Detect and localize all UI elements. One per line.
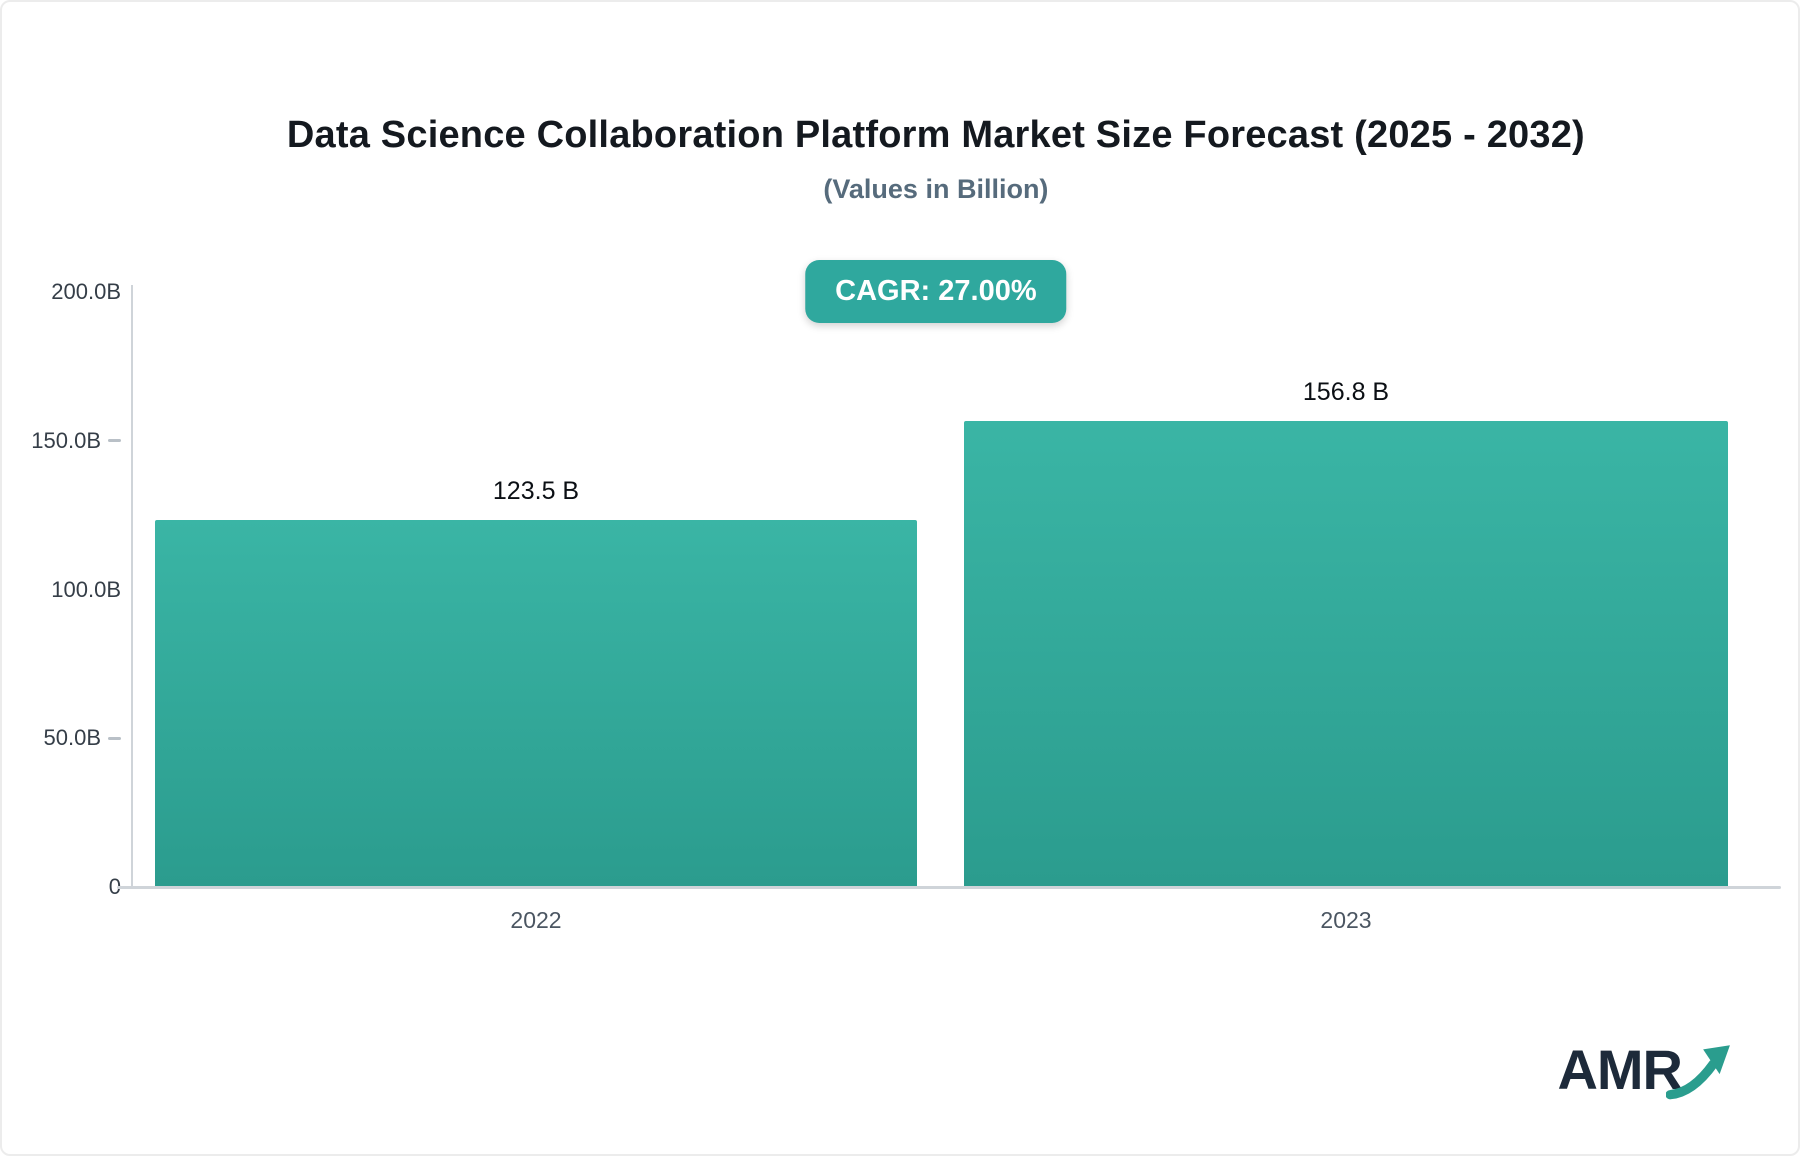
y-tick-label: 200.0B (51, 279, 121, 304)
y-tick-label: 100.0B (51, 576, 121, 602)
bar-2023 (964, 420, 1728, 887)
bar-value-label-2023: 156.8 B (1302, 377, 1390, 406)
chart-subtitle: (Values in Billion) (823, 174, 1049, 204)
y-tick-100: 100.0B (2, 577, 131, 603)
y-axis: 200.0B 150.0B 100.0B 50.0B 0 (2, 279, 131, 899)
y-tick-label: 150.0B (31, 427, 101, 453)
growth-arrow-icon (1666, 1044, 1730, 1099)
amr-logo: AMR (1557, 1037, 1732, 1102)
plot-area: 123.5 B 156.8 B (117, 292, 1781, 889)
tick-mark (108, 439, 121, 443)
y-tick-50: 50.0B (2, 725, 131, 751)
x-axis-label-2022: 2022 (510, 907, 562, 933)
bar-group-2022: 123.5 B (155, 292, 917, 887)
y-axis-line (131, 285, 133, 887)
y-tick-150: 150.0B (2, 428, 131, 454)
x-axis-line (117, 886, 1781, 889)
x-axis-label-2023: 2023 (1320, 907, 1372, 933)
amr-logo-text: AMR (1557, 1038, 1683, 1101)
cagr-badge: CAGR: 27.00% (805, 260, 1067, 323)
y-tick-label: 50.0B (43, 725, 102, 751)
chart-title: Data Science Collaboration Platform Mark… (286, 114, 1585, 156)
bar-value-label-2022: 123.5 B (492, 476, 580, 505)
y-tick-label: 0 (108, 874, 121, 899)
tick-mark (108, 736, 121, 740)
bar-group-2023: 156.8 B (964, 292, 1728, 887)
y-tick-0: 0 (2, 874, 131, 900)
y-tick-200: 200.0B (2, 279, 131, 305)
bar-2022 (155, 519, 917, 887)
